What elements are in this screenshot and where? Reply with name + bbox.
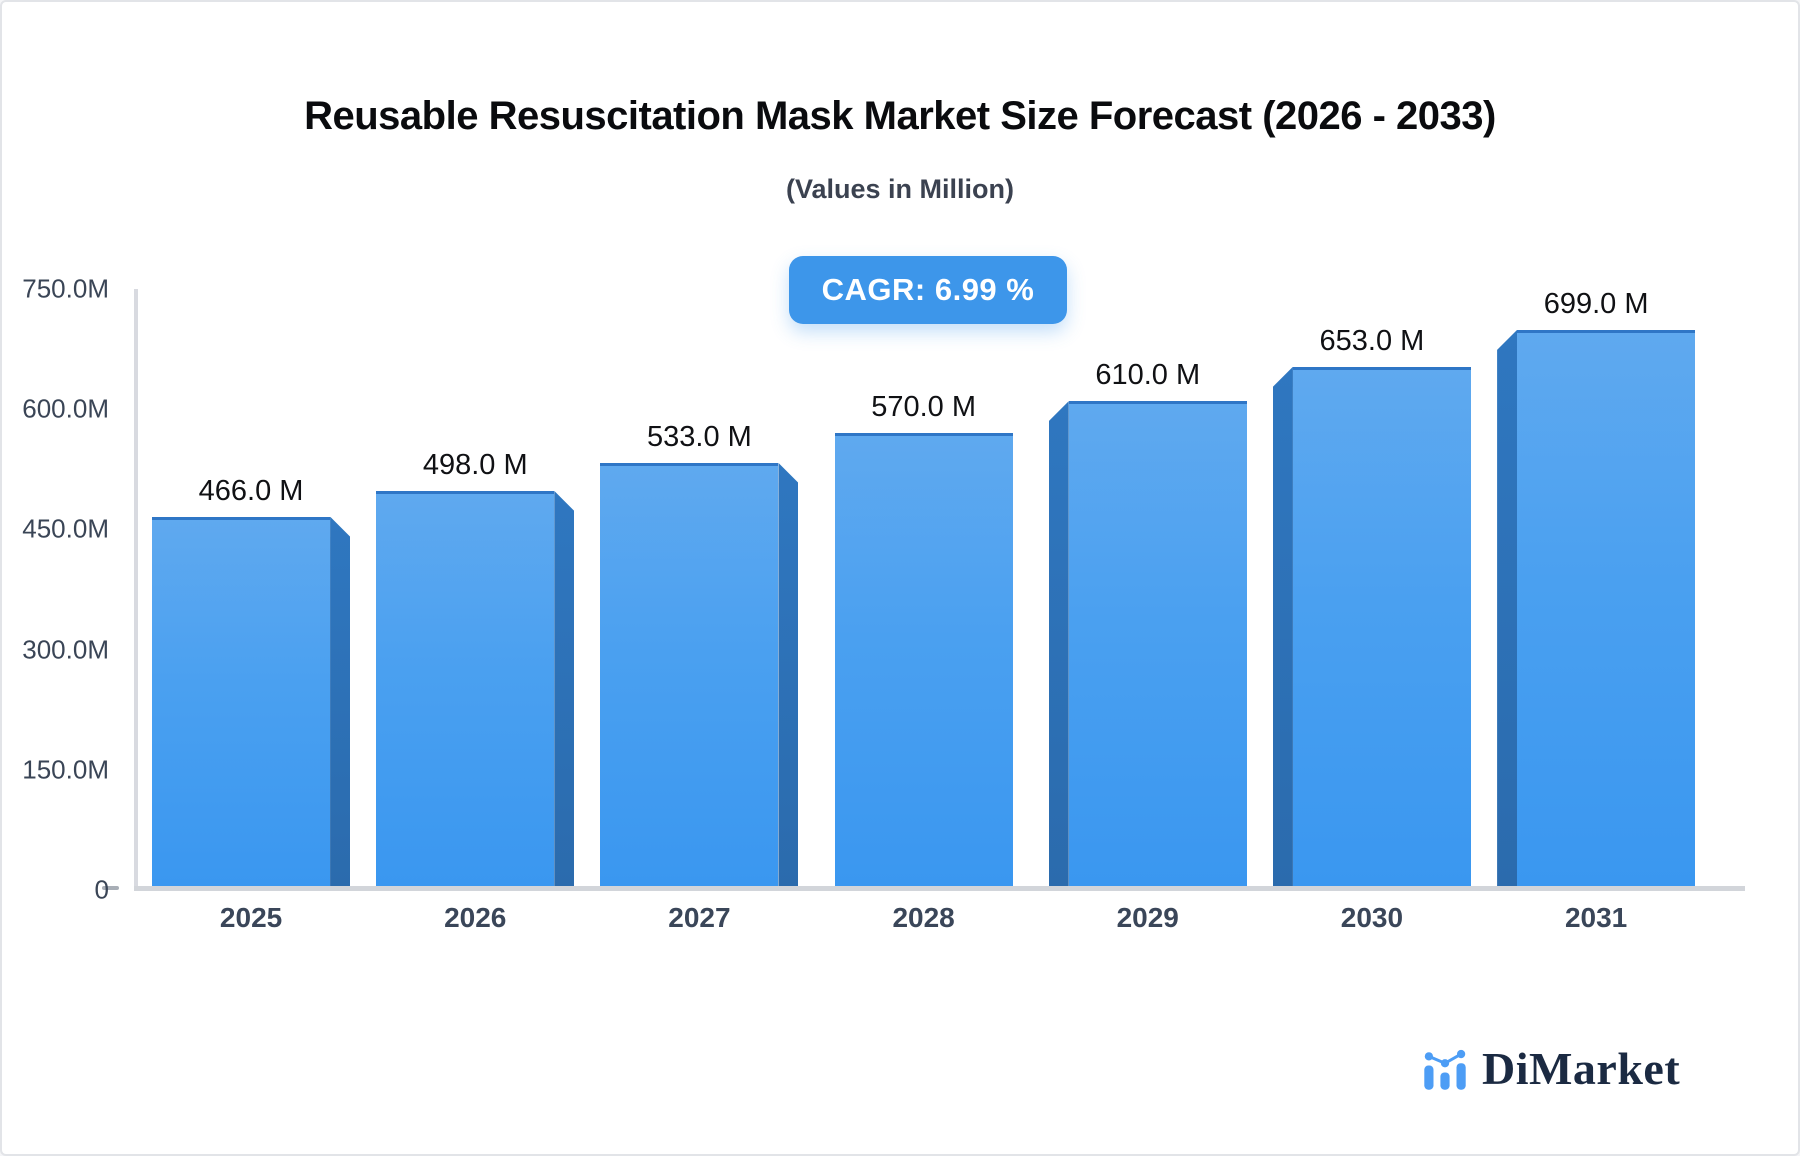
y-tick-label: 600.0M (22, 393, 109, 424)
bar-value-label: 610.0 M (1095, 359, 1201, 392)
bar-front-face (1292, 366, 1471, 886)
x-axis-label-2027: 2027 (668, 902, 731, 933)
x-axis-label-2026: 2026 (444, 902, 507, 933)
bar-2027[interactable] (600, 462, 799, 886)
mini-bar-chart-icon (1422, 1046, 1468, 1092)
y-axis-line (134, 289, 138, 891)
bar-value-label: 466.0 M (198, 474, 304, 507)
bar-side-face (778, 462, 799, 886)
bar-side-face (1048, 401, 1069, 886)
bar-side-face (330, 516, 351, 886)
bar-front-face (376, 490, 555, 886)
bar-2030[interactable] (1272, 366, 1471, 886)
bar-value-label: 570.0 M (871, 391, 976, 424)
bar-front-face (834, 433, 1013, 886)
y-tick-label: 750.0M (22, 273, 109, 304)
bar-side-face (554, 490, 575, 886)
y-tick-label: 150.0M (22, 754, 109, 785)
cagr-badge-label: CAGR: 6.99 % (821, 272, 1035, 307)
x-axis-label-2025: 2025 (219, 902, 283, 933)
y-tick-label: 0 (94, 874, 109, 905)
bar-front-face (1517, 329, 1696, 886)
x-axis-label-2029: 2029 (1116, 902, 1179, 933)
x-axis-label-2028: 2028 (892, 902, 955, 933)
x-axis-label-2031: 2031 (1564, 902, 1628, 933)
bar-front-face (152, 516, 331, 886)
bar-2029[interactable] (1048, 401, 1247, 886)
bar-2028[interactable] (834, 433, 1013, 886)
bar-value-label: 533.0 M (647, 420, 752, 453)
y-tick-label: 450.0M (22, 513, 109, 544)
bar-value-label: 498.0 M (422, 448, 528, 481)
bar-front-face (1068, 401, 1247, 886)
zero-tick-mark (102, 886, 119, 890)
y-tick-label: 300.0M (22, 634, 109, 665)
x-axis-line (134, 886, 1745, 891)
bar-2025[interactable] (152, 516, 351, 886)
page-title: Reusable Resuscitation Mask Market Size … (304, 94, 1496, 138)
brand-logo: DiMarket (1422, 1042, 1680, 1095)
cagr-badge: CAGR: 6.99 % (789, 256, 1067, 324)
brand-logo-text: DiMarket (1482, 1043, 1681, 1094)
x-axis-label-2030: 2030 (1340, 902, 1404, 933)
bar-side-face (1272, 366, 1293, 886)
bar-front-face (600, 462, 779, 886)
bar-2026[interactable] (376, 490, 575, 886)
bar-value-label: 699.0 M (1543, 287, 1649, 320)
bar-2031[interactable] (1497, 329, 1696, 886)
page-subtitle: (Values in Million) (785, 174, 1015, 204)
bar-side-face (1497, 329, 1518, 886)
bar-value-label: 653.0 M (1319, 324, 1425, 357)
